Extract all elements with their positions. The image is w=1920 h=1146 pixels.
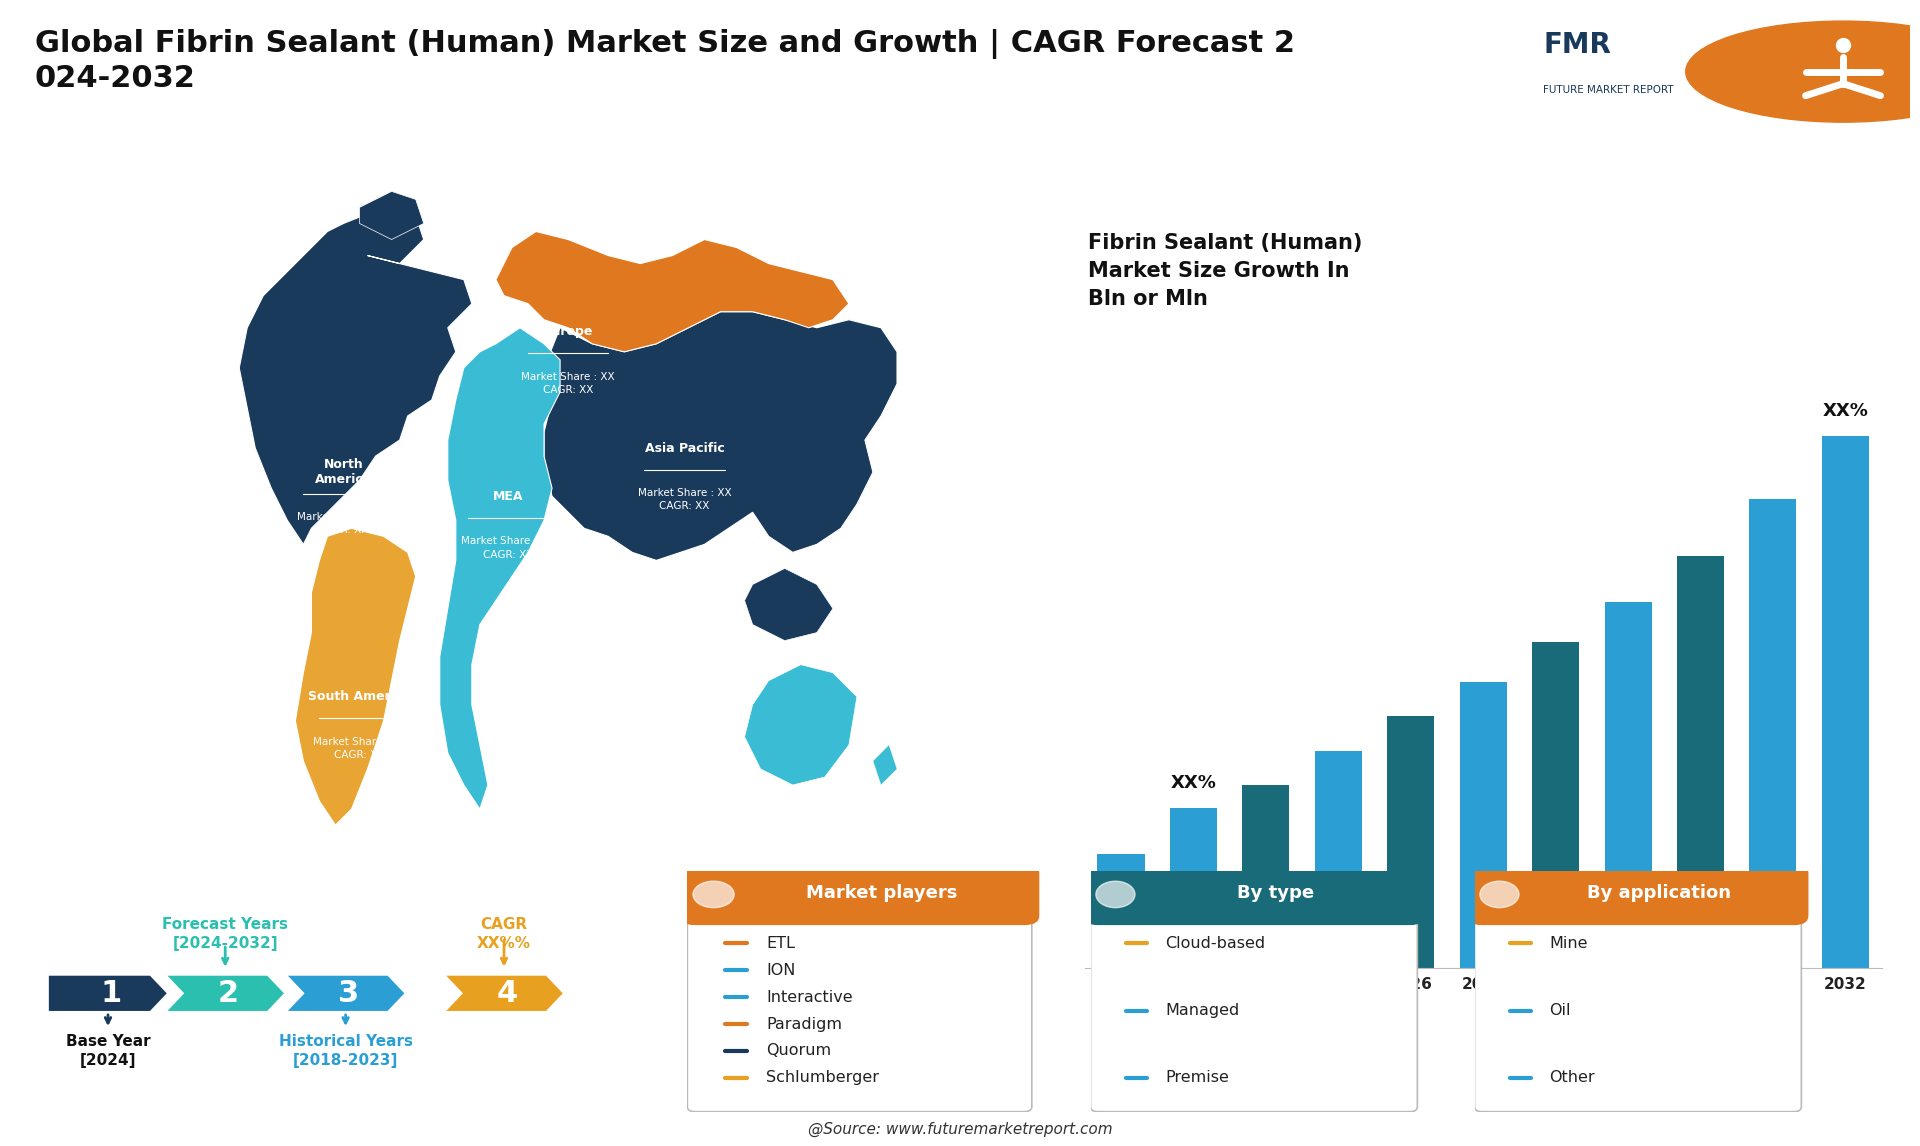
Polygon shape	[48, 974, 169, 1012]
FancyBboxPatch shape	[1083, 864, 1425, 925]
Bar	[1242, 785, 1290, 968]
Polygon shape	[296, 528, 417, 825]
Text: Asia Pacific: Asia Pacific	[645, 441, 724, 455]
Text: FMR: FMR	[1544, 31, 1611, 60]
Text: Market Share : XX
CAGR: XX: Market Share : XX CAGR: XX	[522, 371, 614, 395]
Polygon shape	[286, 974, 405, 1012]
Text: Forecast Years
[2024-2032]: Forecast Years [2024-2032]	[161, 918, 288, 951]
FancyBboxPatch shape	[1475, 915, 1801, 1112]
Text: Base Year
[2024]: Base Year [2024]	[65, 1034, 150, 1068]
Bar	[1098, 854, 1144, 968]
Text: Quorum: Quorum	[766, 1044, 831, 1059]
Bar	[1532, 642, 1578, 968]
Text: 4: 4	[497, 979, 518, 1007]
Polygon shape	[440, 328, 561, 809]
Bar	[1169, 808, 1217, 968]
Text: Other: Other	[1549, 1070, 1596, 1085]
FancyBboxPatch shape	[680, 864, 1039, 925]
Text: CAGR
XX%%: CAGR XX%%	[476, 918, 532, 951]
Text: ETL: ETL	[766, 935, 795, 951]
Bar	[1749, 499, 1797, 968]
Text: Mine: Mine	[1549, 935, 1588, 951]
Text: Premise: Premise	[1165, 1070, 1229, 1085]
Text: Oil: Oil	[1549, 1003, 1571, 1018]
Text: Market Share : XX
CAGR: XX: Market Share : XX CAGR: XX	[313, 737, 407, 760]
Circle shape	[1096, 881, 1135, 908]
Circle shape	[1480, 881, 1519, 908]
Text: South America: South America	[309, 690, 411, 704]
Text: By application: By application	[1588, 885, 1732, 902]
Text: Schlumberger: Schlumberger	[766, 1070, 879, 1085]
Text: By type: By type	[1236, 885, 1313, 902]
Polygon shape	[240, 207, 472, 544]
Polygon shape	[745, 568, 833, 641]
Text: 2: 2	[217, 979, 238, 1007]
Text: Market players: Market players	[806, 885, 958, 902]
Text: Managed: Managed	[1165, 1003, 1240, 1018]
Text: Market Share : XX
CAGR: XX: Market Share : XX CAGR: XX	[461, 536, 555, 559]
Text: Historical Years
[2018-2023]: Historical Years [2018-2023]	[278, 1034, 413, 1068]
Bar	[1388, 716, 1434, 968]
FancyBboxPatch shape	[1091, 915, 1417, 1112]
Text: North
America: North America	[315, 458, 372, 486]
Text: Global Fibrin Sealant (Human) Market Size and Growth | CAGR Forecast 2
024-2032: Global Fibrin Sealant (Human) Market Siz…	[35, 29, 1294, 94]
Polygon shape	[543, 312, 897, 560]
Circle shape	[1686, 21, 1920, 123]
FancyBboxPatch shape	[1467, 864, 1809, 925]
Text: Market Share : XX
CAGR: XX: Market Share : XX CAGR: XX	[637, 488, 732, 511]
Text: Market Share : XX
CAGR: XX: Market Share : XX CAGR: XX	[298, 512, 390, 535]
Polygon shape	[359, 191, 424, 240]
Polygon shape	[874, 745, 897, 785]
Text: Cloud-based: Cloud-based	[1165, 935, 1265, 951]
Text: Paradigm: Paradigm	[766, 1017, 843, 1031]
Text: 3: 3	[338, 979, 359, 1007]
Text: Interactive: Interactive	[766, 989, 852, 1005]
FancyBboxPatch shape	[687, 915, 1031, 1112]
Polygon shape	[495, 231, 849, 352]
Text: @Source: www.futuremarketreport.com: @Source: www.futuremarketreport.com	[808, 1122, 1112, 1137]
Bar	[1315, 751, 1361, 968]
Text: XX%: XX%	[1171, 774, 1217, 792]
Text: Europe: Europe	[543, 325, 593, 338]
Polygon shape	[444, 974, 564, 1012]
Polygon shape	[165, 974, 286, 1012]
Text: Fibrin Sealant (Human)
Market Size Growth In
Bln or Mln: Fibrin Sealant (Human) Market Size Growt…	[1089, 234, 1363, 309]
Bar	[1822, 435, 1868, 968]
Text: 1: 1	[100, 979, 121, 1007]
Bar	[1459, 682, 1507, 968]
Bar	[1605, 602, 1651, 968]
Polygon shape	[745, 665, 856, 785]
Text: MEA: MEA	[493, 489, 522, 503]
Circle shape	[693, 881, 733, 908]
Text: XX%: XX%	[1822, 402, 1868, 419]
Text: FUTURE MARKET REPORT: FUTURE MARKET REPORT	[1544, 85, 1674, 95]
Text: ION: ION	[766, 963, 795, 978]
Bar	[1676, 556, 1724, 968]
